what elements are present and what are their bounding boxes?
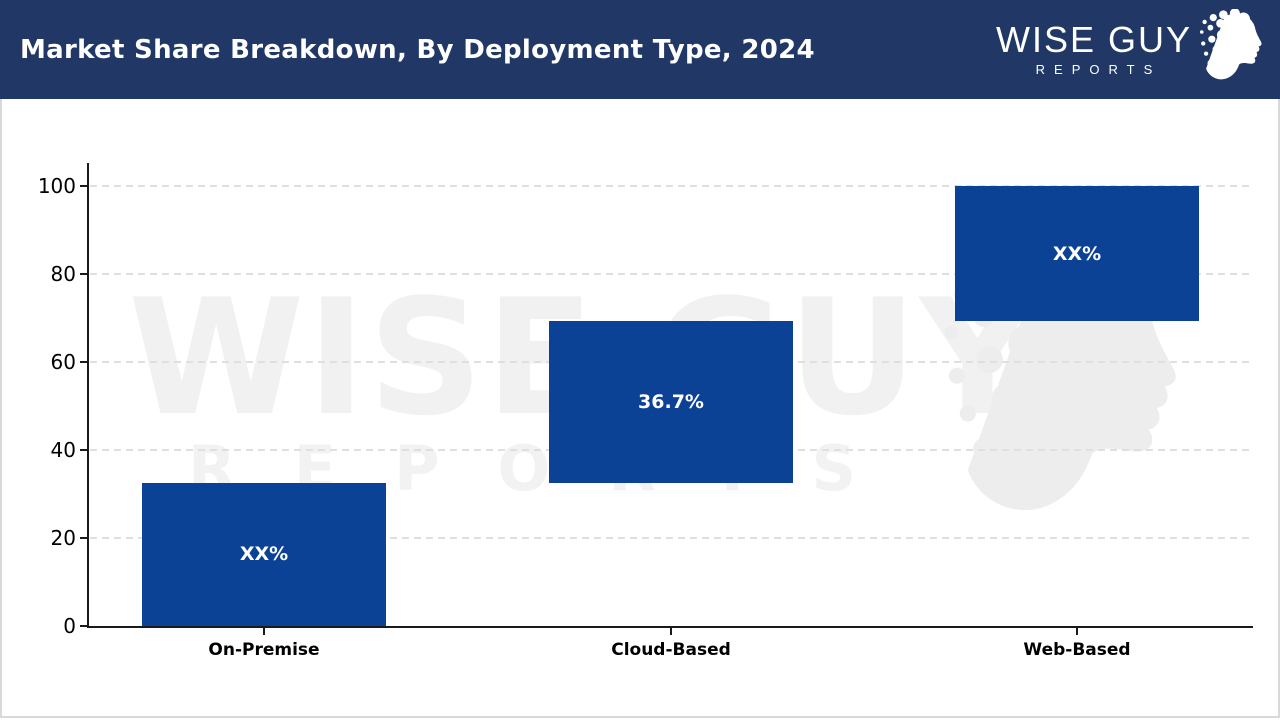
x-axis-line [87, 626, 1253, 628]
y-tick-mark [80, 361, 87, 363]
y-tick-label: 40 [50, 438, 76, 462]
y-tick-label: 60 [50, 350, 76, 374]
y-tick-mark [80, 185, 87, 187]
y-tick-label: 100 [37, 174, 76, 198]
y-axis-line [87, 163, 89, 628]
y-tick-label: 80 [50, 262, 76, 286]
brand-name: WISE GUY [995, 19, 1192, 60]
face-profile-icon [1199, 8, 1262, 79]
y-tick-mark [80, 273, 87, 275]
x-tick-mark [1076, 628, 1078, 635]
bar-cloud-based: 36.7% [549, 321, 793, 483]
y-tick-mark [80, 449, 87, 451]
gridline-100 [90, 185, 1253, 187]
bar-web-based: XX% [955, 186, 1199, 322]
brand-logo-text: WISE GUY REPORTS [995, 19, 1192, 78]
bar-on-premise: XX% [142, 482, 386, 626]
y-tick-mark [80, 625, 87, 627]
x-tick-label: Web-Based [1023, 640, 1131, 660]
gridline-20 [90, 537, 1253, 539]
bar-value-label: 36.7% [638, 390, 704, 413]
y-tick-mark [80, 537, 87, 539]
gridline-80 [90, 273, 1253, 275]
brand-logo: WISE GUY REPORTS [995, 8, 1280, 91]
header-bar: Market Share Breakdown, By Deployment Ty… [0, 0, 1280, 99]
x-tick-label: Cloud-Based [611, 640, 731, 660]
bar-value-label: XX% [239, 543, 289, 566]
x-tick-mark [263, 628, 265, 635]
y-tick-label: 0 [63, 614, 76, 638]
brand-subtitle: REPORTS [1035, 62, 1162, 77]
x-tick-mark [670, 628, 672, 635]
x-tick-label: On-Premise [208, 640, 320, 660]
page-title: Market Share Breakdown, By Deployment Ty… [20, 34, 815, 65]
bar-value-label: XX% [1052, 242, 1102, 265]
y-tick-label: 20 [50, 526, 76, 550]
